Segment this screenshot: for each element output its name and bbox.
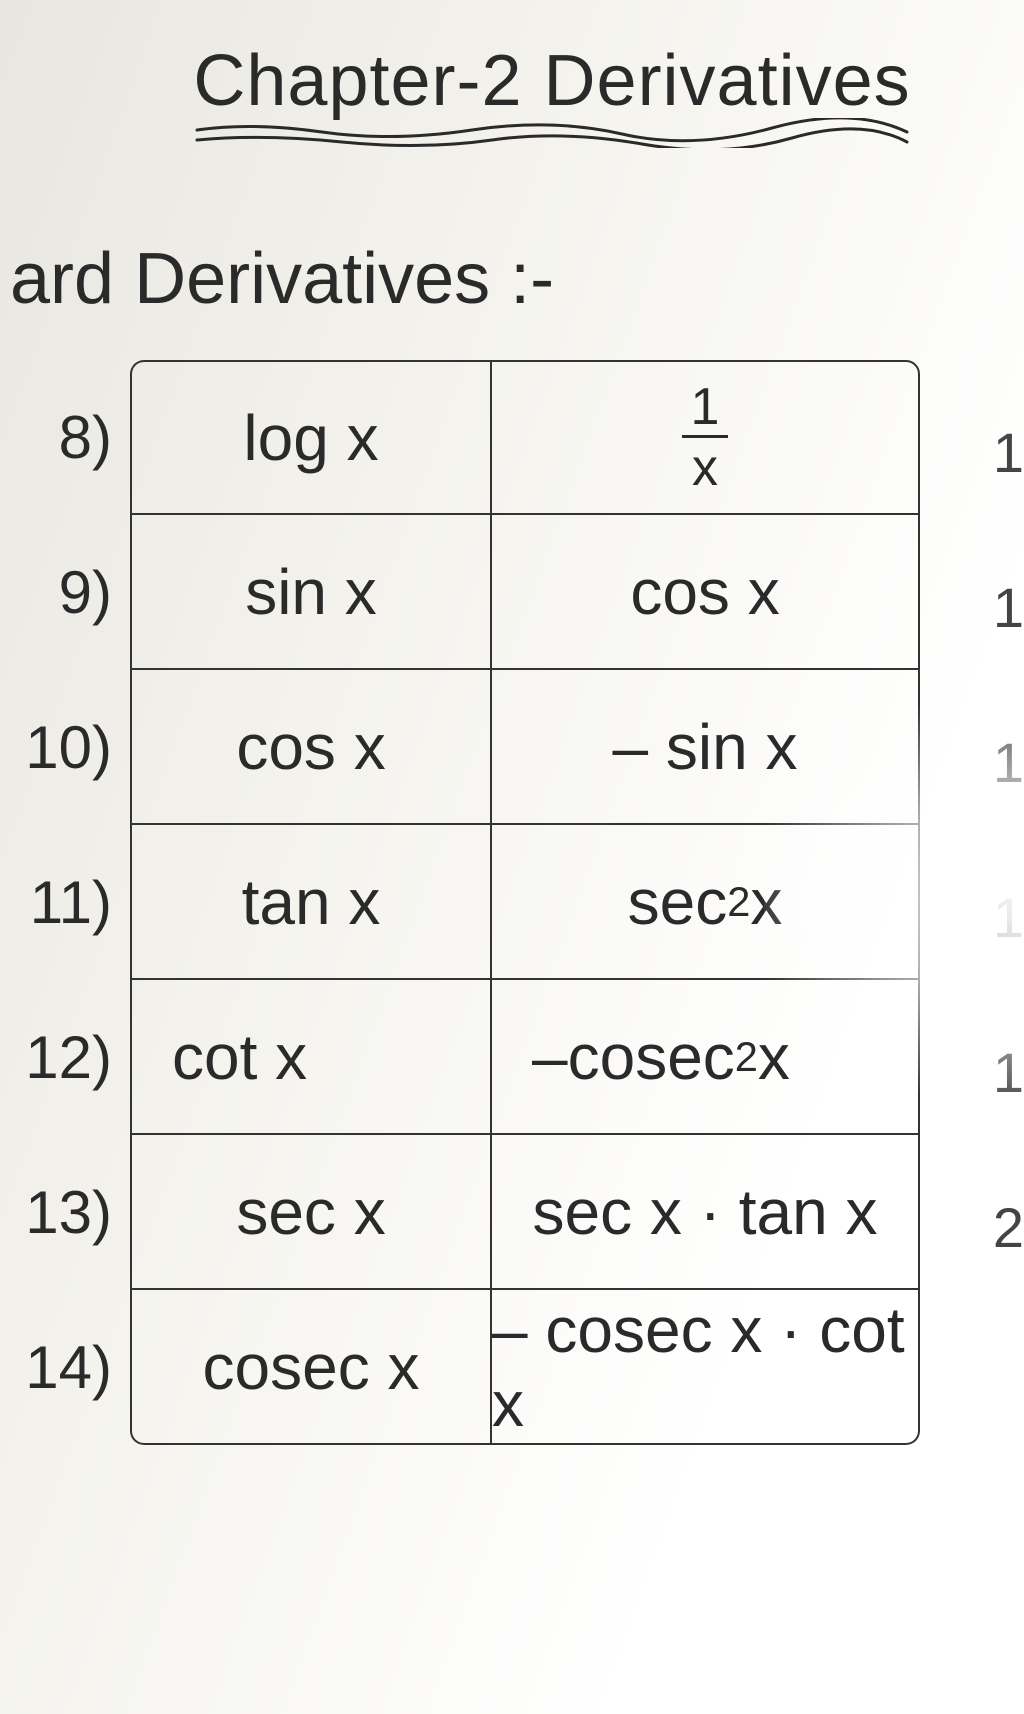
row-number: 13) xyxy=(20,1135,130,1290)
function-cell: cos x xyxy=(130,670,490,825)
function-cell: cot x xyxy=(130,980,490,1135)
table-row: 11) tan x sec2x xyxy=(20,825,1024,980)
fraction-numerator: 1 xyxy=(681,381,730,435)
deriv-text-pre: sec xyxy=(628,865,728,939)
edge-mark: 1 xyxy=(993,730,1024,795)
derivative-cell: sec2x xyxy=(490,825,920,980)
deriv-text-pre: cosec xyxy=(568,1020,735,1094)
fraction-denominator: x xyxy=(682,435,728,494)
title-underline xyxy=(192,118,912,148)
table-row: 8) log x 1 x xyxy=(20,360,1024,515)
deriv-superscript: 2 xyxy=(727,878,750,926)
function-cell: cosec x xyxy=(130,1290,490,1445)
table-row: 14) cosec x – cosec x · cot x xyxy=(20,1290,1024,1445)
derivative-cell: sec x · tan x xyxy=(490,1135,920,1290)
edge-mark: 1 xyxy=(993,420,1024,485)
edge-mark: 1 xyxy=(993,1040,1024,1105)
deriv-text-post: x xyxy=(750,865,782,939)
derivative-cell: cos x xyxy=(490,515,920,670)
table-row: 12) cot x – cosec2x xyxy=(20,980,1024,1135)
derivative-cell: – cosec2x xyxy=(490,980,920,1135)
table-row: 9) sin x cos x xyxy=(20,515,1024,670)
function-cell: tan x xyxy=(130,825,490,980)
function-cell: log x xyxy=(130,360,490,515)
row-number: 11) xyxy=(20,825,130,980)
edge-mark: 1 xyxy=(993,885,1024,950)
row-number: 12) xyxy=(20,980,130,1135)
derivative-cell: – sin x xyxy=(490,670,920,825)
handwritten-notes-page: Chapter-2 Derivatives ard Derivatives :-… xyxy=(0,0,1024,1714)
chapter-title-block: Chapter-2 Derivatives xyxy=(192,40,912,148)
edge-mark: 2 xyxy=(993,1195,1024,1260)
derivatives-table: 8) log x 1 x 9) sin x cos x 10) cos x – … xyxy=(20,360,1024,1445)
function-cell: sec x xyxy=(130,1135,490,1290)
function-cell: sin x xyxy=(130,515,490,670)
table-row: 13) sec x sec x · tan x xyxy=(20,1135,1024,1290)
section-subheading: ard Derivatives :- xyxy=(10,238,1024,320)
edge-mark: 1 xyxy=(993,575,1024,640)
row-number: 10) xyxy=(20,670,130,825)
derivative-cell: – cosec x · cot x xyxy=(490,1290,920,1445)
table-row: 10) cos x – sin x xyxy=(20,670,1024,825)
deriv-neg: – xyxy=(532,1020,568,1094)
fraction: 1 x xyxy=(681,381,730,494)
deriv-text-post: x xyxy=(758,1020,790,1094)
row-number: 9) xyxy=(20,515,130,670)
row-number: 14) xyxy=(20,1290,130,1445)
deriv-superscript: 2 xyxy=(735,1033,758,1081)
row-number: 8) xyxy=(20,360,130,515)
chapter-title: Chapter-2 Derivatives xyxy=(192,40,912,122)
derivative-cell: 1 x xyxy=(490,360,920,515)
page-edge-marks: 1 1 1 1 1 2 xyxy=(984,420,1024,1260)
